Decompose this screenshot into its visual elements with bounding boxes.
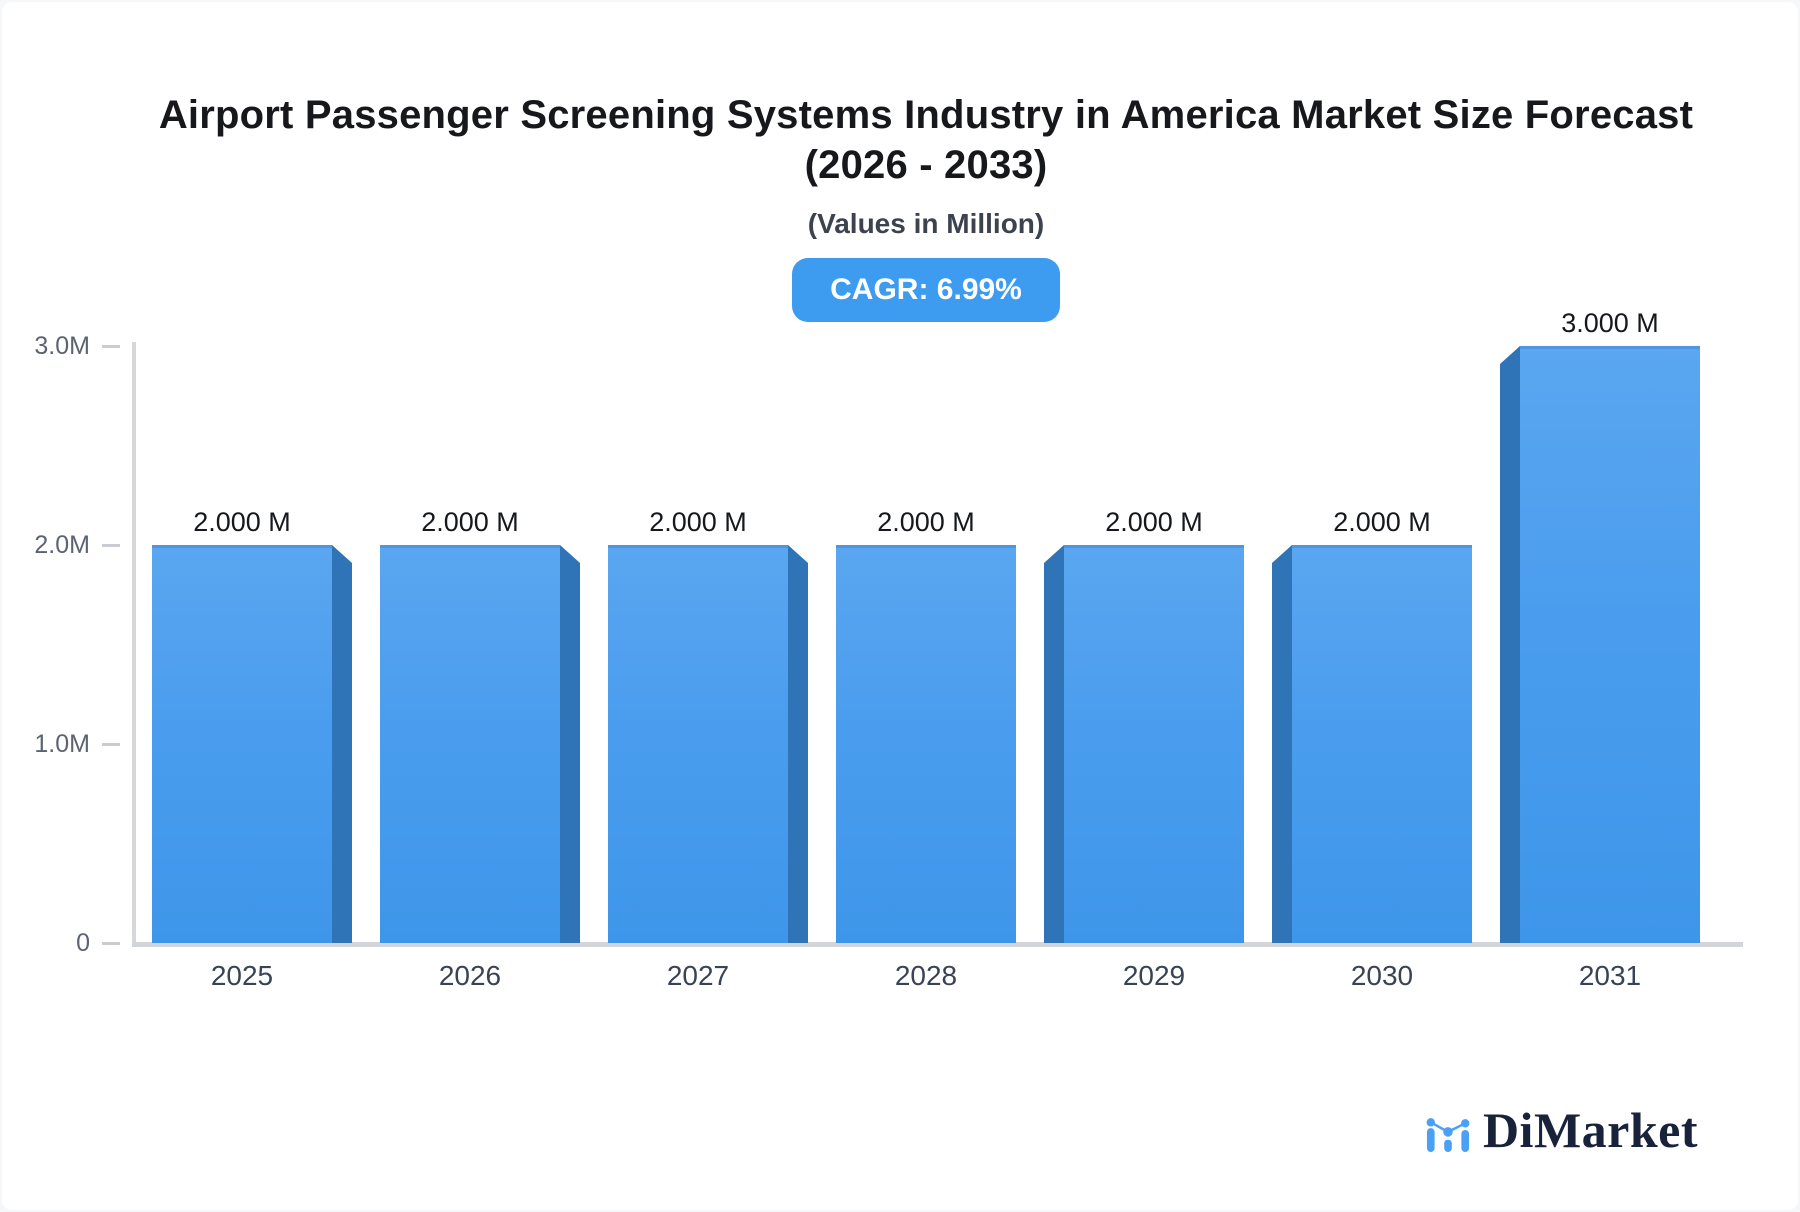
- logo-text: DiMarket: [1482, 1102, 1698, 1158]
- chart-header: Airport Passenger Screening Systems Indu…: [26, 90, 1798, 322]
- chart-title-line1: Airport Passenger Screening Systems Indu…: [158, 93, 1694, 137]
- y-tick-label: 3.0M: [34, 332, 90, 360]
- cagr-badge: CAGR: 6.99%: [792, 258, 1060, 322]
- bar-value-label: 2.000 M: [649, 507, 747, 537]
- bar-2027[interactable]: [608, 545, 788, 943]
- bar-value-label: 2.000 M: [421, 507, 519, 537]
- x-tick-label: 2025: [210, 960, 274, 991]
- bar-2030[interactable]: [1292, 545, 1472, 943]
- bar-side-face: [1500, 346, 1520, 943]
- x-tick-label: 2029: [1122, 960, 1186, 991]
- y-tick-label: 2.0M: [34, 531, 90, 559]
- x-tick-label: 2028: [894, 960, 958, 991]
- bar-value-label: 2.000 M: [1333, 507, 1431, 537]
- bar-side-face: [332, 545, 352, 943]
- bar-side-face: [560, 545, 580, 943]
- y-tick-label: 1.0M: [34, 730, 90, 758]
- x-tick-label: 2027: [666, 960, 730, 991]
- bar-2025[interactable]: [152, 545, 332, 943]
- y-tick-dash: [102, 544, 120, 547]
- bar-2029[interactable]: [1064, 545, 1244, 943]
- y-tick-dash: [102, 942, 120, 945]
- y-tick-dash: [102, 743, 120, 746]
- y-axis-line: [132, 342, 136, 946]
- x-axis-line: [132, 942, 1743, 947]
- bar-value-label: 2.000 M: [1105, 507, 1203, 537]
- bar-2028[interactable]: [836, 545, 1016, 943]
- x-tick-label: 2026: [438, 960, 502, 991]
- logo-bars-icon: [1426, 1118, 1470, 1152]
- bar-value-label: 3.000 M: [1561, 308, 1659, 338]
- dimarket-logo[interactable]: DiMarket: [1425, 1102, 1698, 1158]
- x-tick-label: 2031: [1578, 960, 1642, 991]
- y-tick-label: 0: [76, 929, 90, 957]
- chart-subtitle: (Values in Million): [807, 208, 1045, 239]
- chart-title-line2: (2026 - 2033): [804, 143, 1048, 187]
- bar-side-face: [1272, 545, 1292, 943]
- bar-value-label: 2.000 M: [193, 507, 291, 537]
- y-tick-dash: [102, 345, 120, 348]
- x-tick-label: 2030: [1350, 960, 1414, 991]
- bar-2031[interactable]: [1520, 346, 1700, 943]
- bar-value-label: 2.000 M: [877, 507, 975, 537]
- bar-2026[interactable]: [380, 545, 560, 943]
- bar-side-face: [788, 545, 808, 943]
- bar-side-face: [1044, 545, 1064, 943]
